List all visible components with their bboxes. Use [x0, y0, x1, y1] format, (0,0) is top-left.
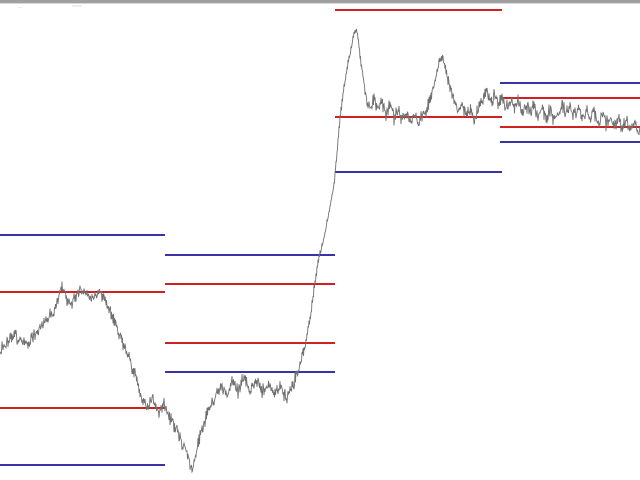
price-line [0, 28, 640, 474]
window-top-border-shade [0, 3, 640, 4]
window-top-border [0, 0, 640, 3]
artifact-mark-left [18, 7, 22, 8]
artifact-mark-center [72, 5, 82, 7]
